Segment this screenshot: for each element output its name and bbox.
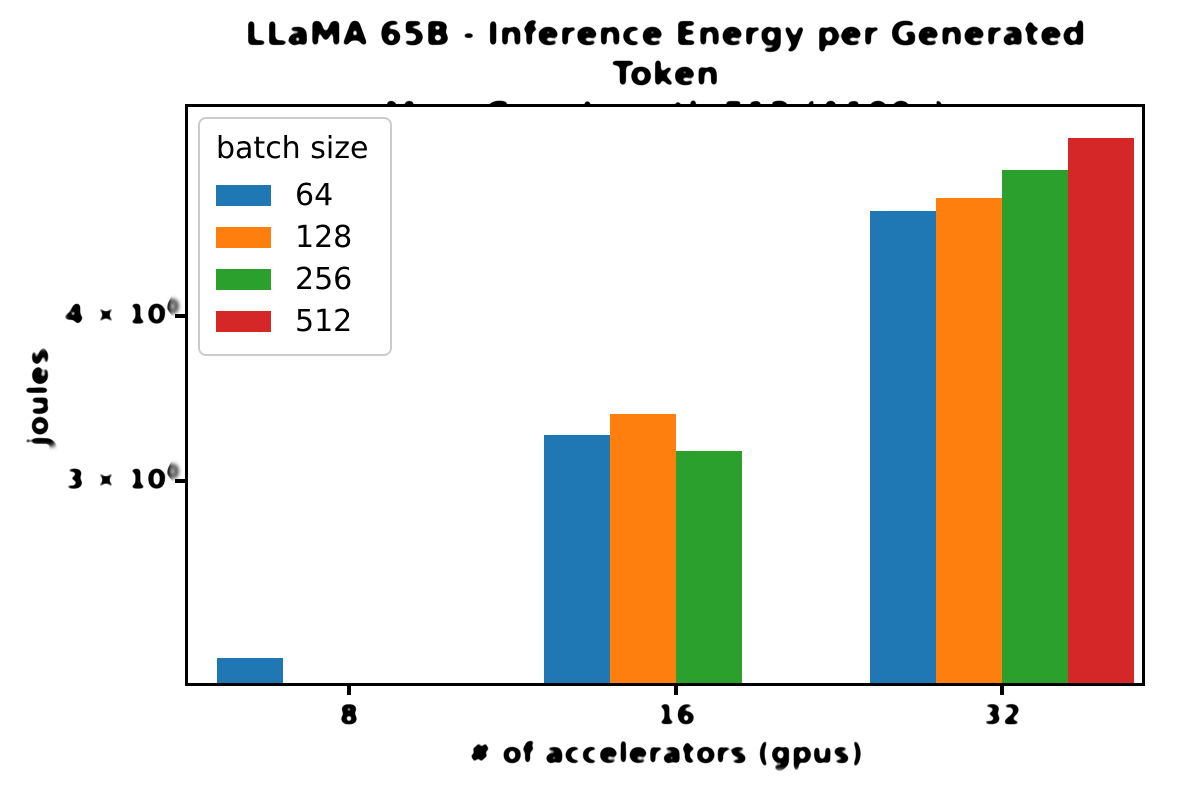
chart-title-line1: LLaMA 65B - Inference Energy per Generat… (245, 14, 1086, 93)
legend-item-64: 64 (216, 174, 368, 216)
legend-swatch-64 (216, 184, 271, 206)
y-tick-4 (175, 314, 185, 318)
legend-label-128: 128 (295, 219, 353, 255)
legend-swatch-512 (216, 310, 271, 332)
bar-group16-batch128 (610, 414, 676, 683)
x-tick-32 (1000, 686, 1004, 695)
bar-group16-batch256 (676, 451, 742, 683)
x-tick-label-16: 16 (616, 698, 736, 731)
legend-label-64: 64 (295, 177, 334, 213)
legend: batch size 64 128 256 512 (198, 117, 393, 356)
x-tick-label-8: 8 (289, 698, 409, 731)
legend-swatch-128 (216, 226, 271, 248)
legend-title: batch size (216, 131, 369, 166)
bar-group16-batch64 (544, 435, 610, 683)
bar-group8-batch64 (217, 658, 283, 683)
legend-items: 64 128 256 512 (216, 174, 368, 342)
y-tick-3 (175, 479, 185, 483)
legend-swatch-256 (216, 268, 271, 290)
x-axis-label: # of accelerators (gpus) (186, 736, 1145, 770)
y-tick-label-3: 3 × 100 (65, 462, 180, 496)
bar-group32-batch256 (1002, 170, 1068, 683)
bar-group32-batch512 (1068, 138, 1134, 683)
x-tick-16 (674, 686, 678, 695)
y-axis-label: joules (21, 348, 55, 446)
legend-item-128: 128 (216, 216, 368, 258)
bar-group32-batch64 (870, 211, 936, 683)
legend-item-512: 512 (216, 300, 368, 342)
x-tick-label-32: 32 (942, 698, 1062, 731)
legend-label-512: 512 (295, 303, 353, 339)
bar-group32-batch128 (936, 198, 1002, 683)
x-tick-8 (347, 686, 351, 695)
y-tick-label-4: 4 × 100 (65, 297, 180, 331)
legend-item-256: 256 (216, 258, 368, 300)
plot-area: batch size 64 128 256 512 (185, 104, 1145, 686)
legend-label-256: 256 (295, 261, 353, 297)
